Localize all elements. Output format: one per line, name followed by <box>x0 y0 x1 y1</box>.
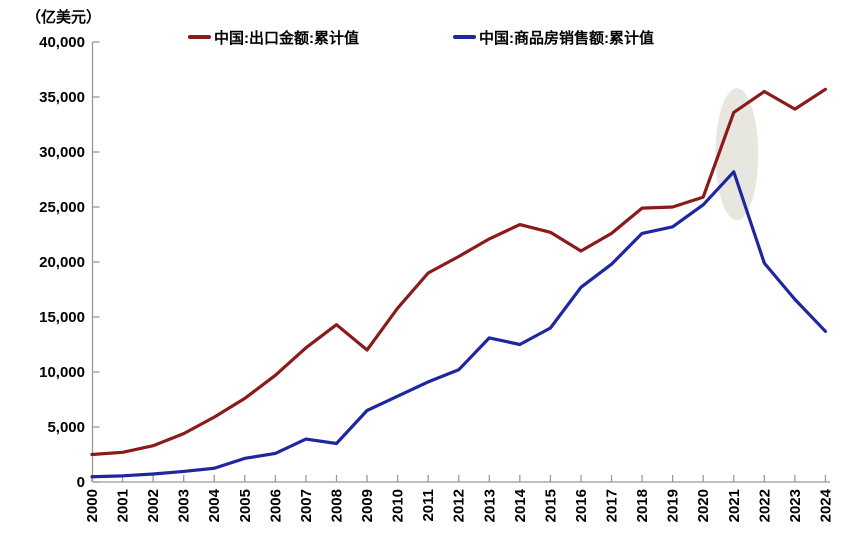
x-axis-tick-label: 2012 <box>451 489 468 522</box>
x-axis-tick-label: 2010 <box>390 489 407 522</box>
x-axis-tick-label: 2004 <box>206 488 223 522</box>
legend-marker-housing <box>453 35 476 39</box>
legend-item-housing: 中国:商品房销售额:累计值 <box>453 27 654 47</box>
legend: 中国:出口金额:累计值 中国:商品房销售额:累计值 <box>0 27 848 47</box>
y-axis-tick-label: 35,000 <box>39 89 85 106</box>
x-axis-tick-label: 2002 <box>145 489 162 522</box>
x-axis-tick-label: 2014 <box>512 488 529 522</box>
x-axis-tick-label: 2017 <box>604 489 621 522</box>
y-axis-tick-label: 10,000 <box>39 364 85 381</box>
x-axis-tick-label: 2023 <box>787 489 804 522</box>
x-axis-tick-label: 2011 <box>420 489 437 522</box>
y-axis-tick-label: 20,000 <box>39 254 85 271</box>
y-axis-tick-label: 25,000 <box>39 199 85 216</box>
series-line-export <box>90 87 828 457</box>
x-axis-tick-label: 2021 <box>726 489 743 522</box>
y-axis-tick-label: 30,000 <box>39 144 85 161</box>
x-axis-tick-label: 2013 <box>481 489 498 522</box>
y-axis-unit-label: （亿美元） <box>26 9 102 26</box>
x-axis-tick-label: 2007 <box>298 489 315 522</box>
series-line-housing <box>90 170 828 479</box>
x-axis-tick-label: 2003 <box>176 489 193 522</box>
y-axis-tick-label: 0 <box>77 474 85 491</box>
x-axis-tick-label: 2015 <box>542 489 559 522</box>
x-axis-tick-label: 2018 <box>634 489 651 522</box>
highlight-ellipse <box>715 88 759 221</box>
x-axis-tick-label: 2022 <box>756 489 773 522</box>
x-axis-tick-label: 2019 <box>665 489 682 522</box>
x-axis-tick-label: 2020 <box>695 489 712 522</box>
legend-marker-export <box>188 35 211 39</box>
legend-label-housing: 中国:商品房销售额:累计值 <box>479 29 654 47</box>
x-axis-tick-label: 2016 <box>573 489 590 522</box>
x-axis-tick-label: 2008 <box>328 489 345 522</box>
x-axis-tick-label: 2005 <box>237 489 254 522</box>
x-axis-tick-label: 2006 <box>267 489 284 522</box>
x-axis-tick-label: 2000 <box>84 489 101 522</box>
legend-label-export: 中国:出口金额:累计值 <box>214 29 359 47</box>
y-axis-tick-label: 5,000 <box>47 419 85 436</box>
x-axis-tick-label: 2001 <box>115 489 132 522</box>
legend-item-export: 中国:出口金额:累计值 <box>188 27 359 47</box>
x-axis-tick-label: 2024 <box>817 488 834 522</box>
x-axis-tick-label: 2009 <box>359 489 376 522</box>
y-axis-tick-label: 40,000 <box>39 34 85 51</box>
y-axis-tick-label: 15,000 <box>39 309 85 326</box>
